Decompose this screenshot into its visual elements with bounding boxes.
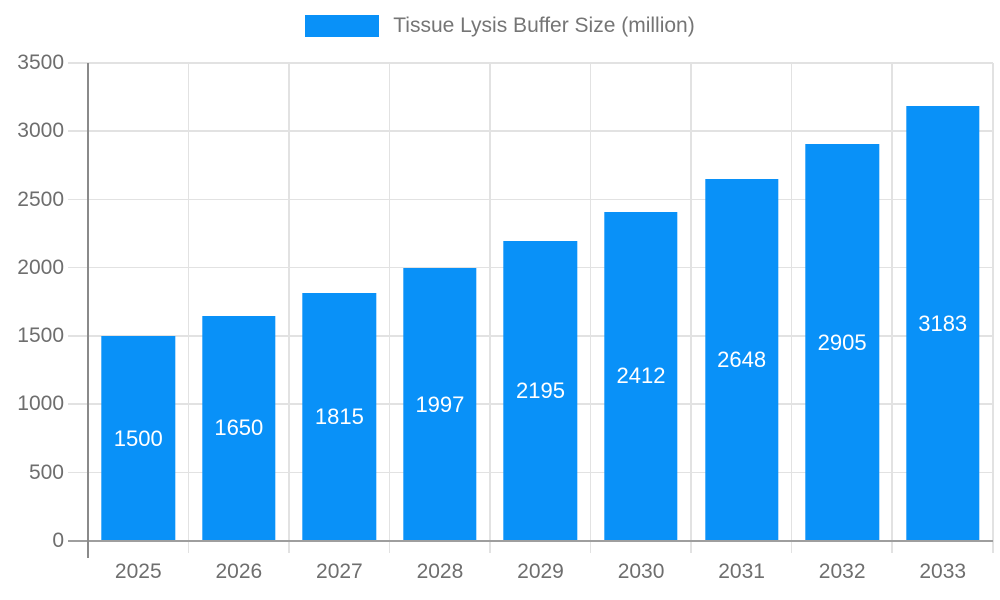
bar-slot-2033: 3183 [892,63,993,541]
gridline-x-9 [992,63,994,553]
legend-label: Tissue Lysis Buffer Size (million) [393,14,695,37]
gridline-x-6 [690,63,692,553]
x-tick-label: 2025 [114,560,162,583]
bar-value-label: 1650 [214,415,264,441]
gridline-x-7 [790,63,793,553]
chart-legend[interactable]: Tissue Lysis Buffer Size (million) [0,14,1000,38]
bar-slot-2032: 2905 [792,63,893,541]
legend-swatch [305,15,380,37]
bar-value-label: 3183 [918,310,968,336]
gridline-x-8 [891,63,894,553]
gridline-y-2500 [68,198,993,201]
plot-area: 1500 1650 1815 1997 2195 2412 2648 2905 3183 [68,62,994,558]
bar-2029[interactable]: 2195 [503,241,578,541]
bar-slot-2025: 1500 [88,63,189,541]
bar-2026[interactable]: 1650 [202,315,276,541]
bar-value-label: 1500 [113,425,163,451]
bar-2025[interactable]: 1500 [101,336,175,541]
x-tick-label: 2031 [718,560,765,583]
y-tick-label: 3000 [17,119,64,143]
bar-value-label: 2195 [516,378,565,404]
bar-2027[interactable]: 1815 [302,293,377,541]
y-tick-label: 3500 [17,51,64,74]
bar-slot-2030: 2412 [591,63,692,541]
bar-value-label: 1997 [415,391,465,417]
y-tick-label: 1000 [17,392,64,416]
bar-slot-2028: 1997 [390,63,491,541]
y-tick-label: 2000 [17,255,64,279]
gridline-y-3000 [68,130,993,132]
gridline-x-4 [489,63,491,553]
x-tick-label: 2026 [215,560,263,583]
bar-slot-2027: 1815 [289,63,390,541]
y-tick-label: 2500 [17,187,64,211]
x-tick-label: 2030 [617,560,665,583]
bar-2033[interactable]: 3183 [906,106,980,541]
gridline-x-3 [388,63,391,553]
y-axis-line [87,63,89,558]
bar-value-label: 2905 [817,329,867,355]
bar-slot-2029: 2195 [490,63,591,541]
bar-slot-2026: 1650 [189,63,290,541]
x-tick-label: 2029 [517,560,564,583]
x-tick-label: 2027 [316,560,363,583]
bar-value-label: 2648 [717,347,767,373]
bar-value-label: 1815 [314,404,364,430]
bar-value-label: 2412 [616,363,666,389]
gridline-x-2 [288,63,290,553]
x-axis-labels: 2025 2026 2027 2028 2029 2030 2031 2032 2033 [88,541,993,591]
y-tick-label: 1500 [17,324,64,348]
bar-slot-2031: 2648 [691,63,792,541]
bar-2032[interactable]: 2905 [805,144,879,541]
x-tick-label: 2033 [919,560,967,583]
bar-2031[interactable]: 2648 [704,179,779,541]
x-axis-baseline [68,540,993,542]
gridline-y-3500 [68,62,993,64]
bar-2030[interactable]: 2412 [604,211,678,541]
x-tick-label: 2032 [818,560,866,583]
x-tick-label: 2028 [416,560,464,583]
gridline-x-5 [589,63,592,553]
bar-2028[interactable]: 1997 [403,268,477,541]
y-tick-label: 0 [52,529,64,552]
y-tick-label: 500 [28,460,64,484]
y-axis-labels: 0 500 1000 1500 2000 2500 3000 3500 [0,51,64,552]
gridline-x-1 [187,63,190,553]
